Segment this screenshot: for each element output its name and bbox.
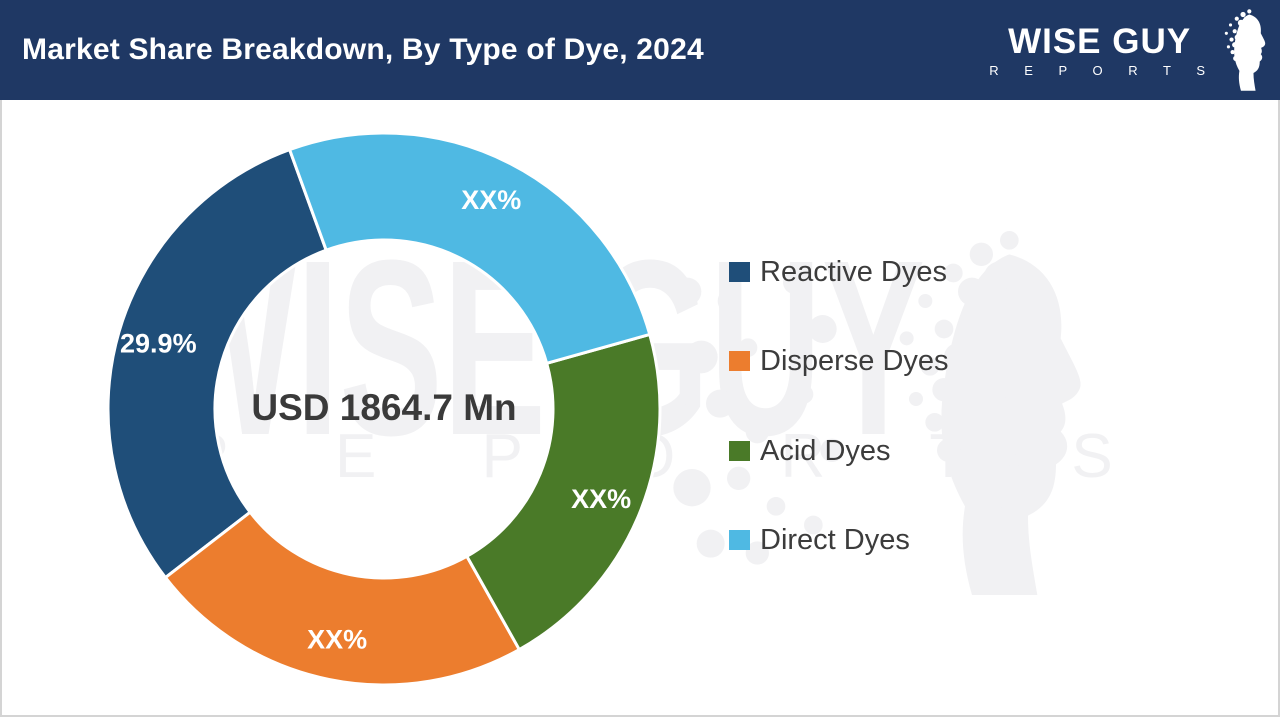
page-title: Market Share Breakdown, By Type of Dye, … xyxy=(22,33,704,66)
pie-segment-label-direct-dyes: XX% xyxy=(461,185,521,215)
pie-segment-direct-dyes xyxy=(288,131,652,365)
legend-swatch-direct-dyes xyxy=(729,530,750,550)
chart-center-value: USD 1864.7 Mn xyxy=(251,387,517,428)
legend-label-disperse-dyes: Disperse Dyes xyxy=(760,344,949,377)
pie-segment-disperse-dyes xyxy=(163,510,521,687)
legend-item-reactive-dyes: Reactive Dyes xyxy=(729,252,947,292)
legend-swatch-reactive-dyes xyxy=(729,262,750,282)
legend-item-direct-dyes: Direct Dyes xyxy=(729,520,910,560)
logo-subtitle: R E P O R T S xyxy=(989,63,1216,78)
legend-swatch-acid-dyes xyxy=(729,441,750,461)
legend-item-disperse-dyes: Disperse Dyes xyxy=(729,341,949,381)
pie-segment-acid-dyes xyxy=(465,332,662,652)
logo-name: WISE GUY xyxy=(1008,22,1192,61)
pie-segment-label-reactive-dyes: 29.9% xyxy=(120,329,197,359)
legend-label-acid-dyes: Acid Dyes xyxy=(760,434,891,467)
chart-area: WISE GUY R E P O R T S 29.9% XX% XX% XX% US… xyxy=(0,100,1280,717)
legend-swatch-disperse-dyes xyxy=(729,351,750,371)
pie-segment-label-acid-dyes: XX% xyxy=(571,484,631,514)
logo-text: WISE GUY R E P O R T S xyxy=(983,24,1216,78)
pie-segment-label-disperse-dyes: XX% xyxy=(307,624,367,654)
logo-head-icon xyxy=(1224,9,1266,91)
legend-item-acid-dyes: Acid Dyes xyxy=(729,431,891,471)
donut-chart: 29.9% XX% XX% XX% xyxy=(106,131,662,687)
legend-label-direct-dyes: Direct Dyes xyxy=(760,523,910,556)
wise-guy-logo: WISE GUY R E P O R T S xyxy=(983,8,1266,92)
legend-label-reactive-dyes: Reactive Dyes xyxy=(760,255,947,288)
header: Market Share Breakdown, By Type of Dye, … xyxy=(0,0,1280,100)
pie-segment-reactive-dyes xyxy=(106,148,328,580)
